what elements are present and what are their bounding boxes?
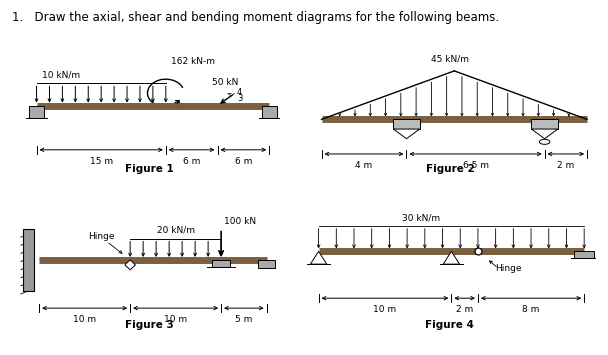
Polygon shape [443,251,460,264]
Text: 4: 4 [237,88,243,97]
Polygon shape [125,260,136,270]
Text: 10 m: 10 m [373,305,396,314]
Polygon shape [531,129,558,139]
Polygon shape [29,105,44,118]
Text: 8 m: 8 m [522,305,540,314]
Circle shape [539,140,550,144]
Text: 10 m: 10 m [164,315,187,324]
Text: 10 kN/m: 10 kN/m [42,71,80,80]
Polygon shape [311,251,326,264]
Polygon shape [24,229,34,291]
Text: 15 m: 15 m [89,157,112,166]
Text: 20 kN/m: 20 kN/m [157,226,195,235]
Text: 2 m: 2 m [456,305,473,314]
Polygon shape [258,260,275,268]
Text: 1.   Draw the axial, shear and bending moment diagrams for the following beams.: 1. Draw the axial, shear and bending mom… [12,11,499,24]
Text: 30 kN/m: 30 kN/m [402,213,440,222]
Polygon shape [262,105,277,118]
Polygon shape [393,119,420,129]
Text: 6 m: 6 m [183,157,201,166]
Polygon shape [212,260,230,267]
Text: Hinge: Hinge [496,264,522,273]
Text: Figure 2: Figure 2 [426,164,474,174]
Text: 50 kN: 50 kN [212,78,239,87]
Polygon shape [531,119,558,129]
Text: Figure 1: Figure 1 [125,164,173,174]
Polygon shape [393,129,420,139]
Text: Figure 3: Figure 3 [125,320,173,330]
Text: 6.5 m: 6.5 m [463,161,489,170]
Text: 5 m: 5 m [235,315,252,324]
Text: Figure 4: Figure 4 [426,320,474,330]
Text: Hinge: Hinge [88,231,115,241]
Polygon shape [575,251,594,258]
Text: 4 m: 4 m [356,161,373,170]
Text: 6 m: 6 m [235,157,252,166]
Text: 2 m: 2 m [557,161,575,170]
Text: 3: 3 [237,94,243,103]
Text: 45 kN/m: 45 kN/m [431,54,469,63]
Text: 10 m: 10 m [73,315,96,324]
Text: 162 kN-m: 162 kN-m [171,57,215,66]
Text: 100 kN: 100 kN [224,217,256,226]
